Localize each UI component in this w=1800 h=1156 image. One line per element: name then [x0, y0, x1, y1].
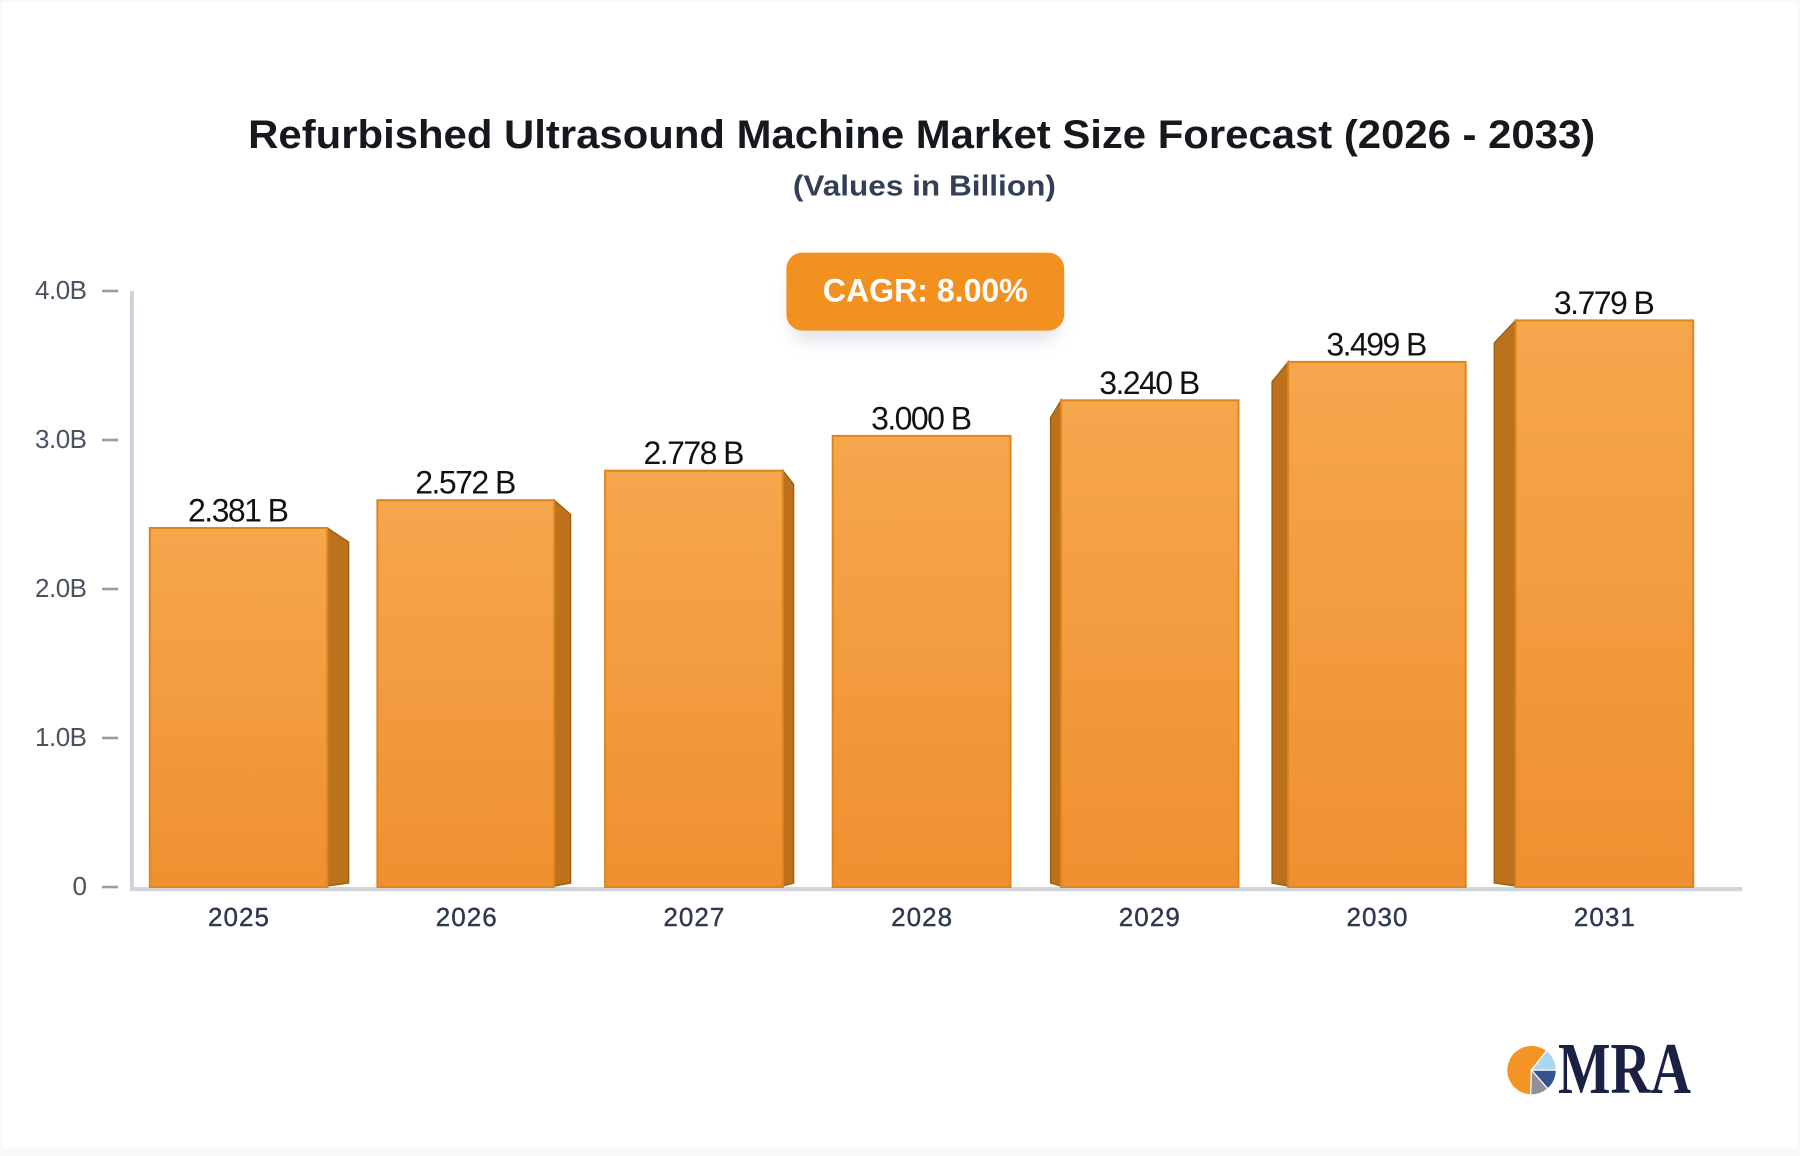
svg-text:2.778 B: 2.778 B: [644, 435, 745, 471]
svg-text:2030: 2030: [1347, 902, 1408, 932]
svg-text:2028: 2028: [891, 902, 952, 932]
svg-text:0: 0: [73, 871, 87, 901]
svg-text:MRA: MRA: [1558, 1028, 1691, 1109]
svg-text:2.381 B: 2.381 B: [188, 493, 289, 529]
svg-text:2025: 2025: [208, 902, 269, 932]
svg-text:2026: 2026: [436, 902, 497, 932]
svg-text:3.000 B: 3.000 B: [871, 400, 972, 436]
svg-text:(Values in Billion): (Values in Billion): [793, 171, 1056, 203]
svg-text:2031: 2031: [1574, 902, 1635, 932]
svg-text:3.779 B: 3.779 B: [1554, 285, 1655, 321]
svg-text:1.0B: 1.0B: [35, 722, 87, 752]
svg-text:4.0B: 4.0B: [35, 275, 87, 305]
svg-text:CAGR: 8.00%: CAGR: 8.00%: [823, 273, 1028, 309]
svg-text:3.499 B: 3.499 B: [1326, 326, 1427, 362]
svg-text:2.572 B: 2.572 B: [415, 465, 516, 501]
svg-text:2027: 2027: [663, 902, 724, 932]
svg-text:3.240 B: 3.240 B: [1099, 365, 1200, 401]
svg-text:Refurbished Ultrasound Machine: Refurbished Ultrasound Machine Market Si…: [248, 113, 1595, 157]
svg-text:2029: 2029: [1119, 902, 1180, 932]
svg-text:3.0B: 3.0B: [35, 424, 87, 454]
svg-text:2.0B: 2.0B: [35, 573, 87, 603]
